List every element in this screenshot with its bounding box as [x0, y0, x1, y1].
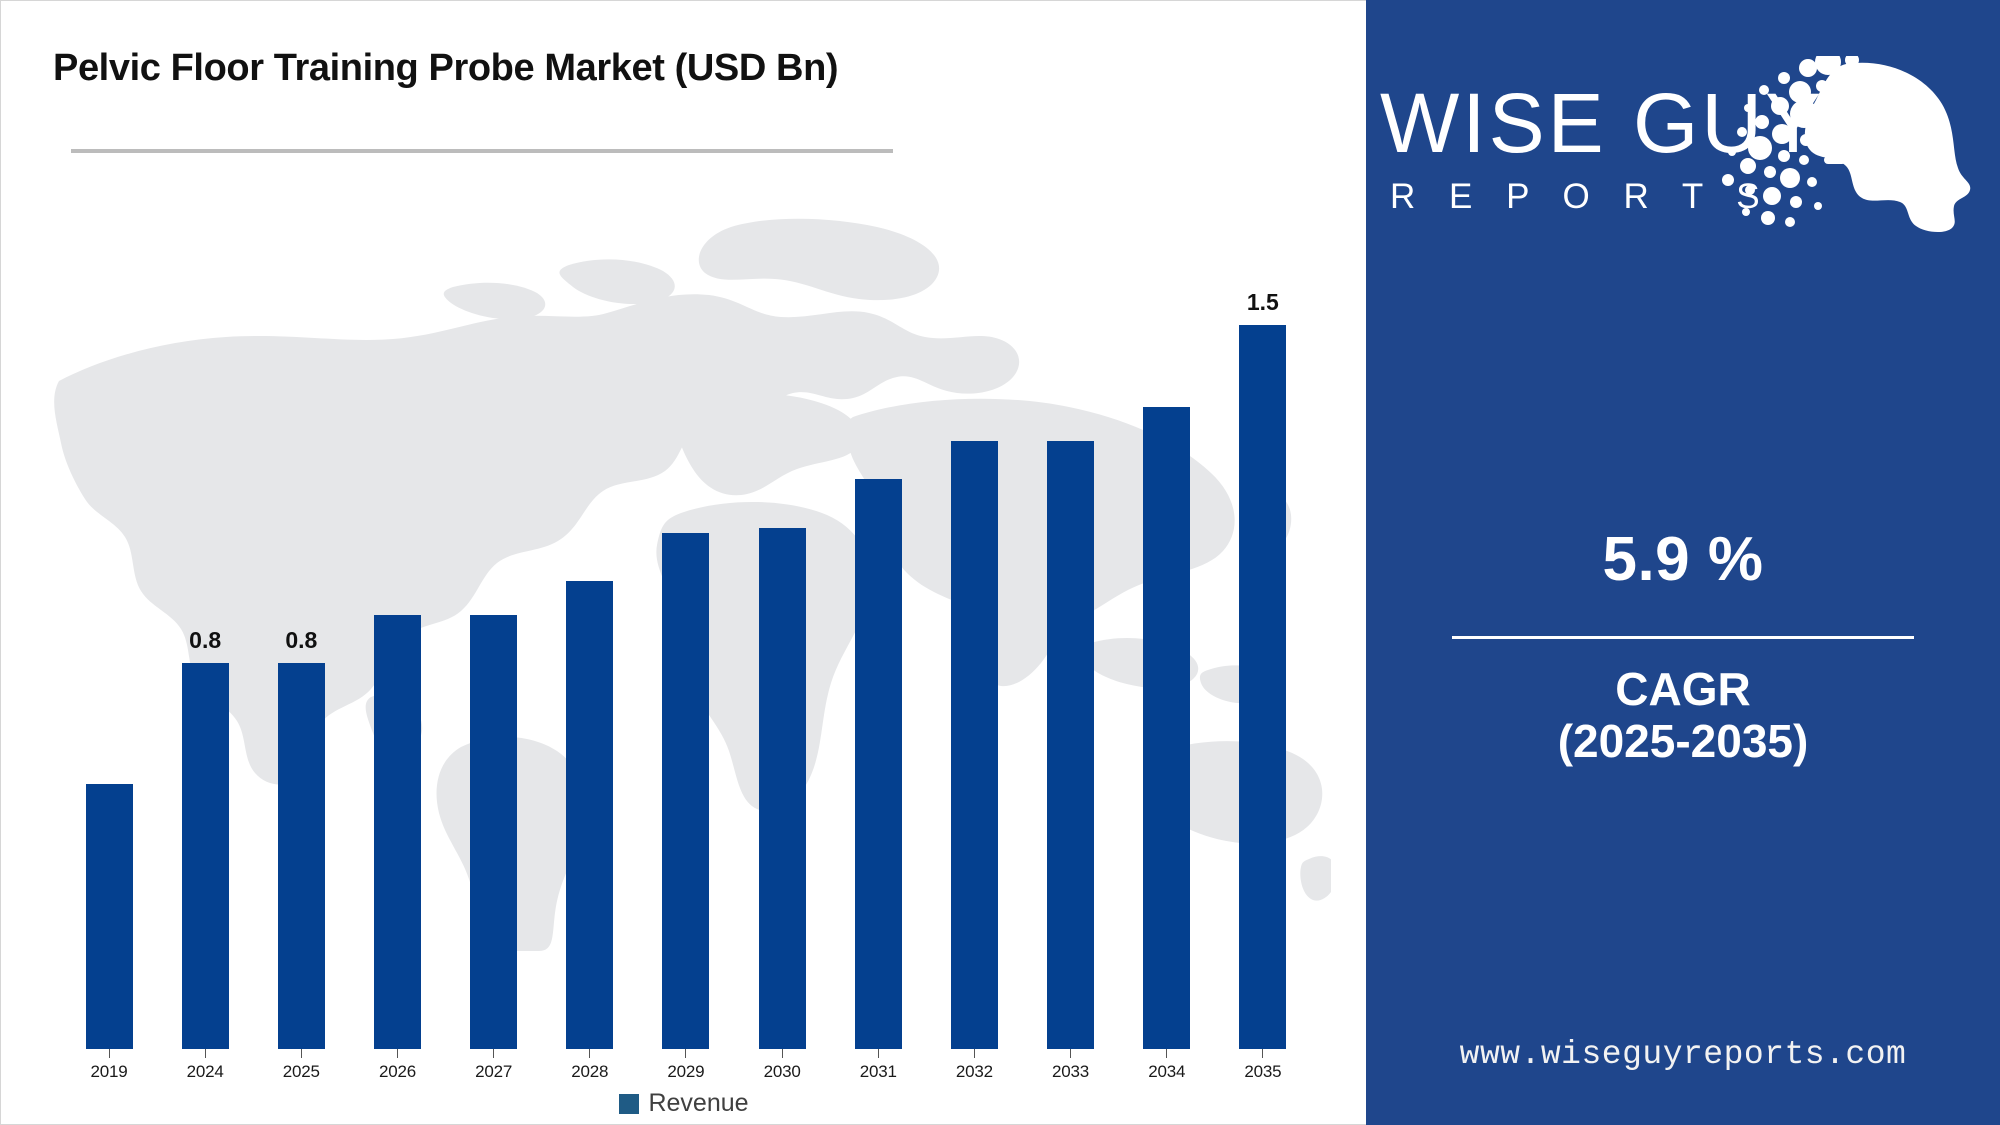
x-tick-2029: 2029 [638, 1049, 734, 1101]
x-tick-2027: 2027 [446, 1049, 542, 1101]
wiseguy-logo: WISE GUY R E P O R T S [1366, 56, 2000, 236]
tick-mark [877, 1049, 879, 1058]
bar-slot-2032 [926, 201, 1022, 1049]
x-tick-2019: 2019 [61, 1049, 157, 1101]
x-tick-label: 2032 [955, 1062, 993, 1081]
tick-mark [396, 1049, 398, 1058]
x-tick-label: 2028 [571, 1062, 609, 1081]
bar-slot-2035: 1.5 [1215, 201, 1311, 1049]
bar-2019[interactable] [85, 783, 133, 1049]
bar-2034[interactable] [1143, 407, 1191, 1049]
cagr-caption: CAGR (2025-2035) [1366, 663, 2000, 767]
x-tick-label: 2027 [475, 1062, 513, 1081]
x-tick-2026: 2026 [349, 1049, 445, 1101]
bar-slot-2029 [638, 201, 734, 1049]
bar-2024[interactable] [181, 662, 229, 1049]
x-tick-label: 2031 [859, 1062, 897, 1081]
tick-mark [300, 1049, 302, 1058]
x-tick-2031: 2031 [830, 1049, 926, 1101]
cagr-value: 5.9 % [1602, 525, 1764, 594]
tick-mark [1070, 1049, 1072, 1058]
legend-label-revenue: Revenue [648, 1089, 749, 1117]
x-tick-label: 2034 [1148, 1062, 1186, 1081]
x-tick-label: 2029 [667, 1062, 705, 1081]
x-tick-label: 2025 [282, 1062, 320, 1081]
bar-2033[interactable] [1047, 440, 1095, 1049]
x-tick-2025: 2025 [253, 1049, 349, 1101]
x-tick-label: 2033 [1052, 1062, 1090, 1081]
bar-2035[interactable] [1239, 325, 1287, 1049]
bar-2027[interactable] [470, 614, 518, 1049]
bar-2026[interactable] [373, 614, 421, 1049]
tick-mark [1262, 1049, 1264, 1058]
bar-2029[interactable] [662, 532, 710, 1049]
tick-mark [589, 1049, 591, 1058]
logo-wordmark-primary: WISE GUY [1380, 76, 1824, 170]
x-tick-2033: 2033 [1023, 1049, 1119, 1101]
world-map-background [41, 191, 1331, 951]
cagr-divider [1452, 636, 1914, 639]
wiseguy-logo-graphic: WISE GUY R E P O R T S [1380, 56, 1971, 233]
bar-slot-2026 [349, 201, 445, 1049]
tick-mark [781, 1049, 783, 1058]
brand-panel: WISE GUY R E P O R T S [1366, 0, 2000, 1125]
x-tick-label: 2024 [186, 1062, 224, 1081]
bar-slot-2031 [830, 201, 926, 1049]
legend[interactable]: Revenue [1, 1089, 1366, 1118]
x-tick-2032: 2032 [926, 1049, 1022, 1101]
bar-slot-2028 [542, 201, 638, 1049]
x-tick-label: 2030 [763, 1062, 801, 1081]
bar-slot-2033 [1023, 201, 1119, 1049]
tick-mark [1166, 1049, 1168, 1058]
title-divider [71, 149, 893, 153]
bar-value-label-2024: 0.8 [189, 626, 222, 653]
tick-mark [204, 1049, 206, 1058]
x-tick-2030: 2030 [734, 1049, 830, 1101]
chart-panel: Pelvic Floor Training Probe Market (USD … [0, 0, 1366, 1125]
bar-value-label-2025: 0.8 [285, 626, 318, 653]
website-url[interactable]: www.wiseguyreports.com [1459, 1036, 1907, 1073]
bar-slot-2030 [734, 201, 830, 1049]
bar-slot-2019 [61, 201, 157, 1049]
x-tick-2024: 2024 [157, 1049, 253, 1101]
tick-mark [108, 1049, 110, 1058]
legend-swatch-revenue [619, 1093, 640, 1114]
bar-slot-2024: 0.8 [157, 201, 253, 1049]
logo-head-silhouette [1722, 56, 1971, 233]
bar-2025[interactable] [277, 662, 325, 1049]
bar-2031[interactable] [854, 479, 902, 1049]
bar-value-label-2035: 1.5 [1246, 289, 1279, 315]
cagr-caption-line2: (2025-2035) [1557, 714, 1809, 767]
bar-2032[interactable] [950, 440, 998, 1049]
x-tick-label: 2035 [1244, 1062, 1282, 1081]
bar-2028[interactable] [566, 580, 614, 1049]
x-tick-label: 2019 [90, 1062, 128, 1081]
plot-area: 0.8 0.8 [61, 201, 1311, 1049]
tick-mark [973, 1049, 975, 1058]
cagr-caption-line1: CAGR [1615, 663, 1751, 715]
page-title: Pelvic Floor Training Probe Market (USD … [53, 47, 839, 89]
bar-group: 0.8 0.8 [61, 201, 1311, 1049]
bar-slot-2034 [1119, 201, 1215, 1049]
x-tick-2035: 2035 [1215, 1049, 1311, 1101]
tick-mark [685, 1049, 687, 1058]
tick-mark [493, 1049, 495, 1058]
x-tick-label: 2026 [378, 1062, 416, 1081]
x-tick-2034: 2034 [1119, 1049, 1215, 1101]
bar-slot-2027 [446, 201, 542, 1049]
x-tick-2028: 2028 [542, 1049, 638, 1101]
x-axis: 2019 2024 2025 2026 2027 [61, 1049, 1311, 1101]
bar-slot-2025: 0.8 [253, 201, 349, 1049]
logo-wordmark-secondary: R E P O R T S [1390, 177, 1772, 216]
bar-2030[interactable] [758, 527, 806, 1049]
